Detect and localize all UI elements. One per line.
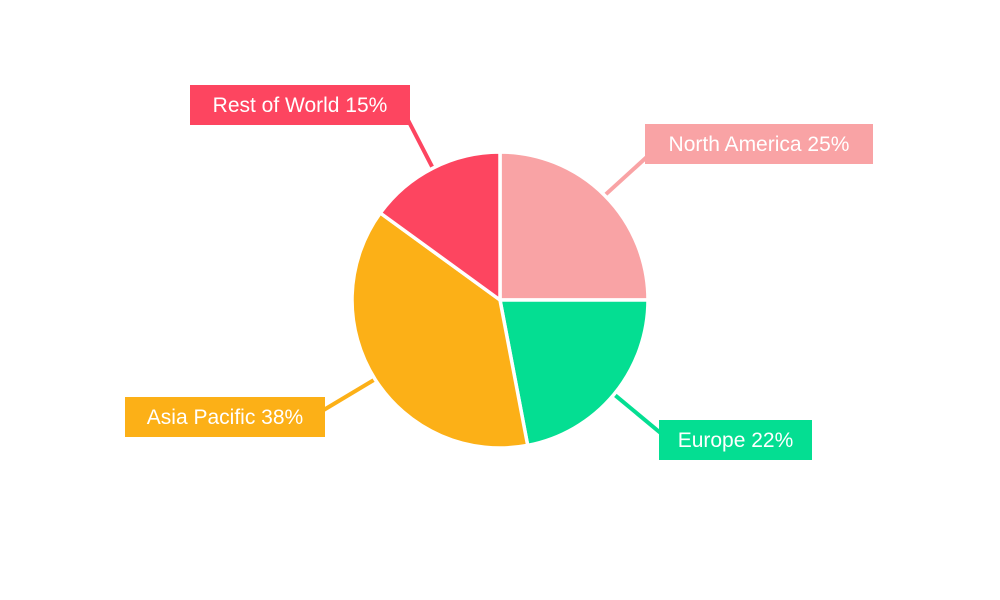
pie-label-rest-of-world: Rest of World 15% [190, 85, 410, 125]
pie-slices [350, 150, 650, 450]
pie-slice-asia-pacific[interactable] [350, 211, 530, 450]
label-connector-rest-of-world [406, 119, 435, 170]
pie-slice-rest-of-world[interactable] [378, 150, 502, 302]
label-connector-north-america [603, 153, 651, 197]
pie-label-europe: Europe 22% [659, 420, 812, 460]
pie-label-north-america: North America 25% [645, 124, 873, 164]
label-connector-europe [612, 392, 665, 437]
pie-label-asia-pacific: Asia Pacific 38% [125, 397, 325, 437]
pie-slice-europe[interactable] [498, 298, 650, 448]
label-connector-lines [320, 119, 665, 437]
label-connector-asia-pacific [320, 377, 377, 413]
pie-slice-north-america[interactable] [498, 150, 650, 302]
